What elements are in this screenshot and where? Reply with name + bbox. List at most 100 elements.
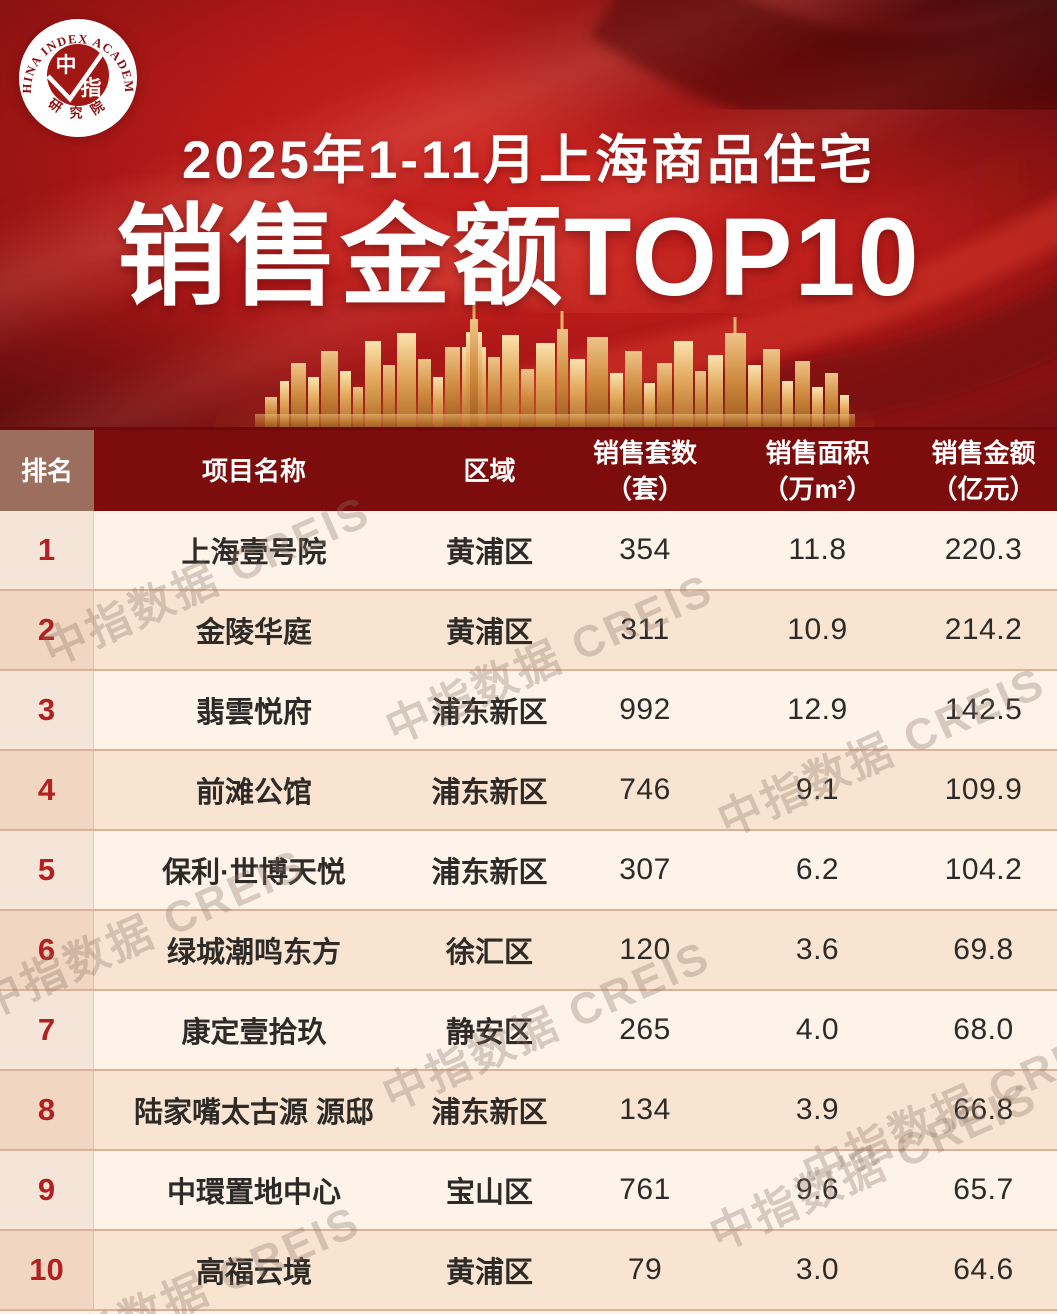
city-skyline-icon	[255, 297, 855, 427]
bottom-sliver	[0, 1311, 1057, 1314]
cell-rank: 2	[0, 591, 94, 669]
cell-district: 浦东新区	[431, 697, 548, 729]
cell-rank: 8	[0, 1071, 94, 1149]
cell-rank: 7	[0, 991, 94, 1069]
brand-logo: CHINA INDEX ACADEMY 研 究 院 中 指	[18, 18, 137, 137]
cell-area: 12.9	[787, 693, 848, 726]
column-header-unit: （亿元）	[931, 473, 1036, 504]
column-header-unit: （套）	[605, 473, 684, 504]
column-header-rank: 排名	[0, 430, 94, 511]
hero-banner: CHINA INDEX ACADEMY 研 究 院 中 指 2025年1-11月…	[0, 0, 1057, 427]
cell-rank: 10	[0, 1231, 94, 1309]
cell-name: 前滩公馆	[195, 777, 312, 809]
table-header-row: 排名 项目名称 区域 销售套数 （套） 销售面积 （万m²） 销售金额 （亿元）	[0, 427, 1057, 511]
cell-district: 宝山区	[445, 1177, 533, 1209]
cell-rank: 1	[0, 511, 94, 589]
cell-area: 11.8	[788, 533, 847, 566]
table-row: 2 金陵华庭 黄浦区 311 10.9 214.2	[0, 591, 1057, 671]
column-header-name: 项目名称	[94, 430, 414, 511]
cell-area: 9.6	[795, 1173, 840, 1206]
table-row: 8 陆家嘴太古源 源邸 浦东新区 134 3.9 66.8	[0, 1071, 1057, 1151]
cell-rank: 6	[0, 911, 94, 989]
cell-name: 翡雲悦府	[195, 697, 312, 729]
poster-subtitle: 2025年1-11月上海商品住宅	[181, 131, 876, 190]
cell-name: 绿城潮鸣东方	[166, 937, 341, 969]
column-header-area: 销售面积 （万m²）	[725, 430, 910, 511]
poster-title: 销售金额TOP10	[116, 196, 921, 319]
table-row: 7 康定壹拾玖 静安区 265 4.0 68.0	[0, 991, 1057, 1071]
column-header-label: 销售面积	[765, 437, 870, 468]
cell-amount: 109.9	[944, 773, 1023, 806]
ribbon-curve	[589, 0, 1057, 145]
cell-name: 上海壹号院	[181, 537, 327, 569]
cell-district: 徐汇区	[445, 937, 533, 969]
logo-char-bottom: 指	[81, 77, 102, 100]
cell-units: 761	[619, 1173, 671, 1206]
logo-char-top: 中	[56, 54, 77, 77]
cell-units: 79	[627, 1253, 663, 1286]
cell-area: 3.9	[795, 1093, 840, 1126]
cell-rank: 5	[0, 831, 94, 909]
cell-district: 黄浦区	[445, 1257, 533, 1289]
cell-name: 中環置地中心	[166, 1177, 341, 1209]
cell-amount: 220.3	[944, 533, 1023, 566]
cell-name: 金陵华庭	[195, 617, 312, 649]
cell-name: 高福云境	[195, 1257, 312, 1289]
cell-area: 6.2	[795, 853, 840, 886]
cell-amount: 214.2	[944, 613, 1023, 646]
cell-district: 浦东新区	[431, 1097, 548, 1129]
cell-amount: 68.0	[953, 1013, 1014, 1046]
column-header-label: 销售金额	[931, 437, 1036, 468]
cell-rank: 4	[0, 751, 94, 829]
table-row: 4 前滩公馆 浦东新区 746 9.1 109.9	[0, 751, 1057, 831]
column-header-district: 区域	[414, 430, 565, 511]
cell-district: 静安区	[445, 1017, 533, 1049]
column-header-unit: （万m²）	[762, 473, 873, 504]
table-row: 9 中環置地中心 宝山区 761 9.6 65.7	[0, 1151, 1057, 1231]
cell-units: 134	[619, 1093, 671, 1126]
column-header-units: 销售套数 （套）	[565, 430, 725, 511]
logo-chart-line-icon	[47, 46, 108, 103]
cell-district: 浦东新区	[431, 777, 548, 809]
cell-district: 黄浦区	[445, 537, 533, 569]
cell-area: 9.1	[795, 773, 840, 806]
cell-units: 992	[619, 693, 671, 726]
cell-district: 黄浦区	[445, 617, 533, 649]
cell-units: 307	[619, 853, 671, 886]
cell-amount: 65.7	[953, 1173, 1014, 1206]
cell-area: 3.0	[795, 1253, 840, 1286]
table-body: 1 上海壹号院 黄浦区 354 11.8 220.3 2 金陵华庭 黄浦区 311 10.9 214.…	[0, 511, 1057, 1311]
cell-amount: 104.2	[944, 853, 1023, 886]
cell-units: 265	[619, 1013, 671, 1046]
cell-area: 4.0	[795, 1013, 840, 1046]
cell-units: 120	[619, 933, 671, 966]
cell-amount: 64.6	[953, 1253, 1014, 1286]
hero-ribbons-and-skyline	[0, 0, 1057, 427]
ribbon-curve	[0, 128, 1057, 321]
cell-area: 3.6	[795, 933, 840, 966]
cell-amount: 69.8	[953, 933, 1014, 966]
cell-rank: 9	[0, 1151, 94, 1229]
table-row: 3 翡雲悦府 浦东新区 992 12.9 142.5	[0, 671, 1057, 751]
column-header-label: 销售套数	[592, 437, 697, 468]
cell-area: 10.9	[787, 613, 848, 646]
cell-units: 354	[619, 533, 671, 566]
cell-rank: 3	[0, 671, 94, 749]
cell-units: 746	[619, 773, 671, 806]
cell-district: 浦东新区	[431, 857, 548, 889]
cell-units: 311	[620, 613, 670, 646]
column-header-label: 区域	[463, 455, 516, 486]
cell-name: 康定壹拾玖	[181, 1017, 327, 1049]
cell-name: 陆家嘴太古源 源邸	[133, 1097, 375, 1129]
cell-amount: 66.8	[953, 1093, 1014, 1126]
column-header-amount: 销售金额 （亿元）	[910, 430, 1057, 511]
table-row: 6 绿城潮鸣东方 徐汇区 120 3.6 69.8	[0, 911, 1057, 991]
column-header-label: 项目名称	[201, 455, 306, 486]
table-row: 10 高福云境 黄浦区 79 3.0 64.6	[0, 1231, 1057, 1311]
cell-name: 保利·世博天悦	[162, 857, 346, 889]
table-row: 5 保利·世博天悦 浦东新区 307 6.2 104.2	[0, 831, 1057, 911]
table-row: 1 上海壹号院 黄浦区 354 11.8 220.3	[0, 511, 1057, 591]
cell-amount: 142.5	[944, 693, 1023, 726]
column-header-label: 排名	[20, 455, 73, 486]
